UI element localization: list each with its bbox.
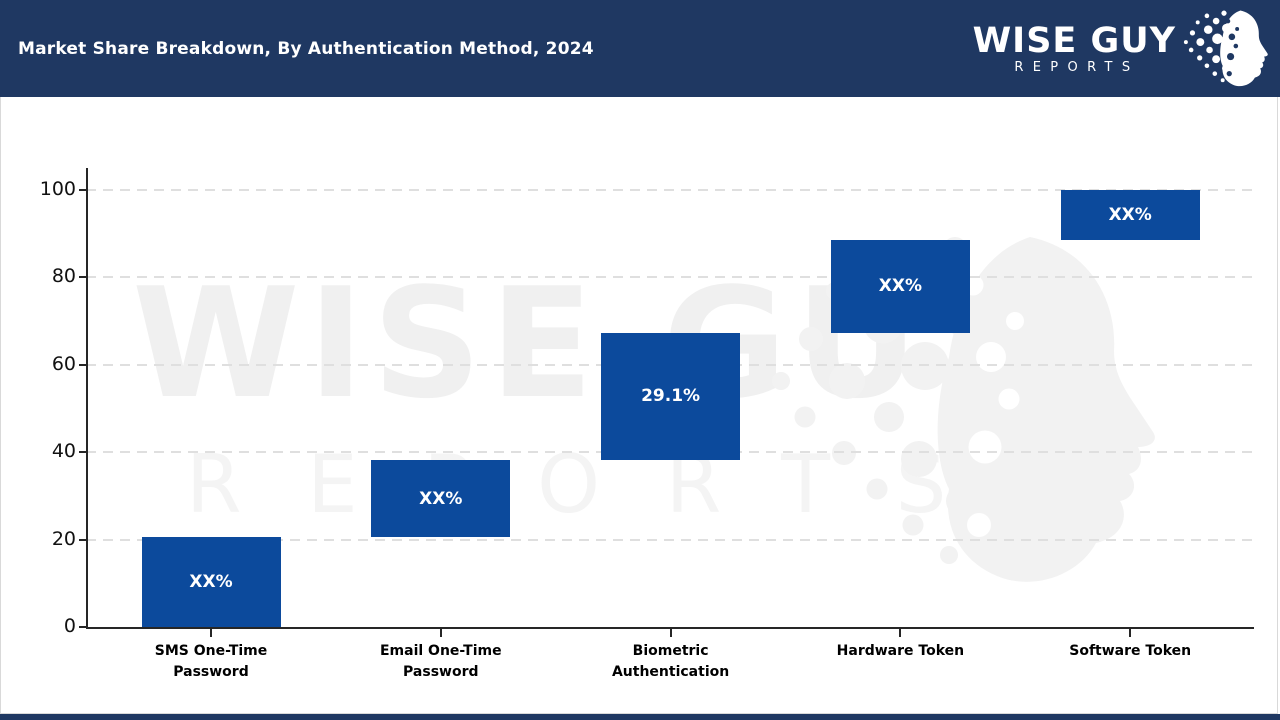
- bar-value-label: XX%: [1108, 204, 1152, 225]
- y-tick-0: [79, 626, 87, 628]
- category-label: Hardware Token: [836, 643, 965, 659]
- logo-wordmark: WISE GUY REPORTS: [972, 20, 1176, 76]
- logo-text-wiseguy: WISE GUY: [972, 20, 1176, 61]
- category-label: Email One-Time Password: [379, 643, 502, 680]
- header: Market Share Breakdown, By Authenticatio…: [0, 0, 1280, 97]
- y-tick-label-60: 60: [51, 352, 76, 375]
- x-tick-2: [439, 629, 442, 637]
- y-tick-label-100: 100: [39, 178, 76, 200]
- wiseguy-face-icon: [1183, 10, 1268, 87]
- bar-4[interactable]: XX%: [830, 239, 970, 333]
- bar-value-label: XX%: [878, 276, 923, 297]
- y-tick-label-80: 80: [51, 265, 76, 288]
- y-tick-label-0: 0: [63, 615, 76, 637]
- x-tick-5: [1129, 629, 1132, 637]
- y-tick-100: [79, 189, 87, 191]
- bar-1[interactable]: XX%: [141, 536, 281, 627]
- y-tick-40: [79, 451, 87, 454]
- y-tick-60: [79, 363, 87, 366]
- y-tick-20: [79, 538, 87, 541]
- y-tick-label-40: 40: [51, 440, 76, 463]
- bar-3[interactable]: 29.1%: [601, 332, 741, 461]
- y-tick-label-20: 20: [51, 527, 76, 550]
- gridline-20: [86, 538, 1254, 541]
- logo-text-reports: REPORTS: [1014, 60, 1140, 76]
- bar-value-label: XX%: [189, 571, 233, 592]
- chart-title: Market Share Breakdown, By Authenticatio…: [18, 38, 594, 59]
- gridline-80: [86, 276, 1254, 279]
- category-label: SMS One-Time Password: [154, 643, 268, 680]
- wiseguy-logo: WISE GUY REPORTS: [973, 4, 1270, 94]
- x-tick-4: [899, 629, 902, 637]
- footer-bar: [0, 714, 1280, 720]
- gridline-100: [86, 189, 1254, 191]
- bar-value-label: XX%: [419, 488, 463, 509]
- bar-5[interactable]: XX%: [1060, 190, 1200, 240]
- category-label: Software Token: [1069, 643, 1192, 659]
- bar-2[interactable]: XX%: [371, 460, 511, 537]
- y-tick-80: [79, 276, 87, 279]
- x-tick-3: [669, 629, 672, 637]
- y-axis: [86, 168, 88, 629]
- bar-value-label: 29.1%: [641, 386, 701, 407]
- x-tick-1: [210, 629, 212, 637]
- category-label: Biometric Authentication: [611, 643, 730, 680]
- x-axis: [86, 627, 1254, 629]
